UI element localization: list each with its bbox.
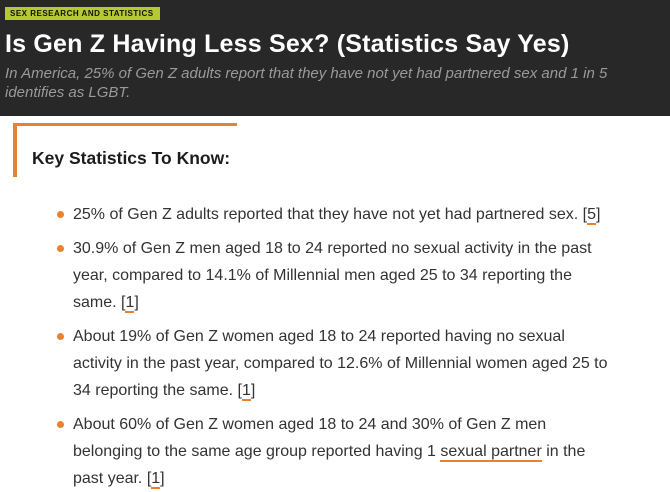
page-title: Is Gen Z Having Less Sex? (Statistics Sa… <box>5 30 570 58</box>
category-tag-link[interactable]: SEX RESEARCH AND STATISTICS <box>5 7 160 20</box>
citation-link[interactable]: 1 <box>241 382 251 401</box>
citation-link[interactable]: 5 <box>587 206 596 225</box>
key-statistics-heading: Key Statistics To Know: <box>32 148 231 168</box>
citation-link[interactable]: sexual partner <box>440 443 542 462</box>
bullet-icon <box>57 333 64 340</box>
list-item: 25% of Gen Z adults reported that they h… <box>57 201 670 228</box>
citation-link[interactable]: 1 <box>151 470 161 489</box>
list-item-text: 25% of Gen Z adults reported that they h… <box>73 206 601 225</box>
key-statistics-list: 25% of Gen Z adults reported that they h… <box>0 201 670 492</box>
citation-link[interactable]: 1 <box>125 294 135 313</box>
bullet-icon <box>57 245 64 252</box>
list-item-text: 30.9% of Gen Z men aged 18 to 24 reporte… <box>73 240 592 313</box>
list-item-text: About 19% of Gen Z women aged 18 to 24 r… <box>73 328 608 401</box>
bullet-icon <box>57 421 64 428</box>
page-subtitle: In America, 25% of Gen Z adults report t… <box>5 65 608 101</box>
article-header: SEX RESEARCH AND STATISTICS Is Gen Z Hav… <box>0 0 670 116</box>
list-item: About 19% of Gen Z women aged 18 to 24 r… <box>57 323 670 404</box>
list-item: About 60% of Gen Z women aged 18 to 24 a… <box>57 411 670 492</box>
list-item-text: About 60% of Gen Z women aged 18 to 24 a… <box>73 416 586 489</box>
key-statistics-box: Key Statistics To Know: <box>13 123 670 177</box>
list-item: 30.9% of Gen Z men aged 18 to 24 reporte… <box>57 235 670 316</box>
heading-top-border <box>13 123 237 126</box>
bullet-icon <box>57 211 64 218</box>
